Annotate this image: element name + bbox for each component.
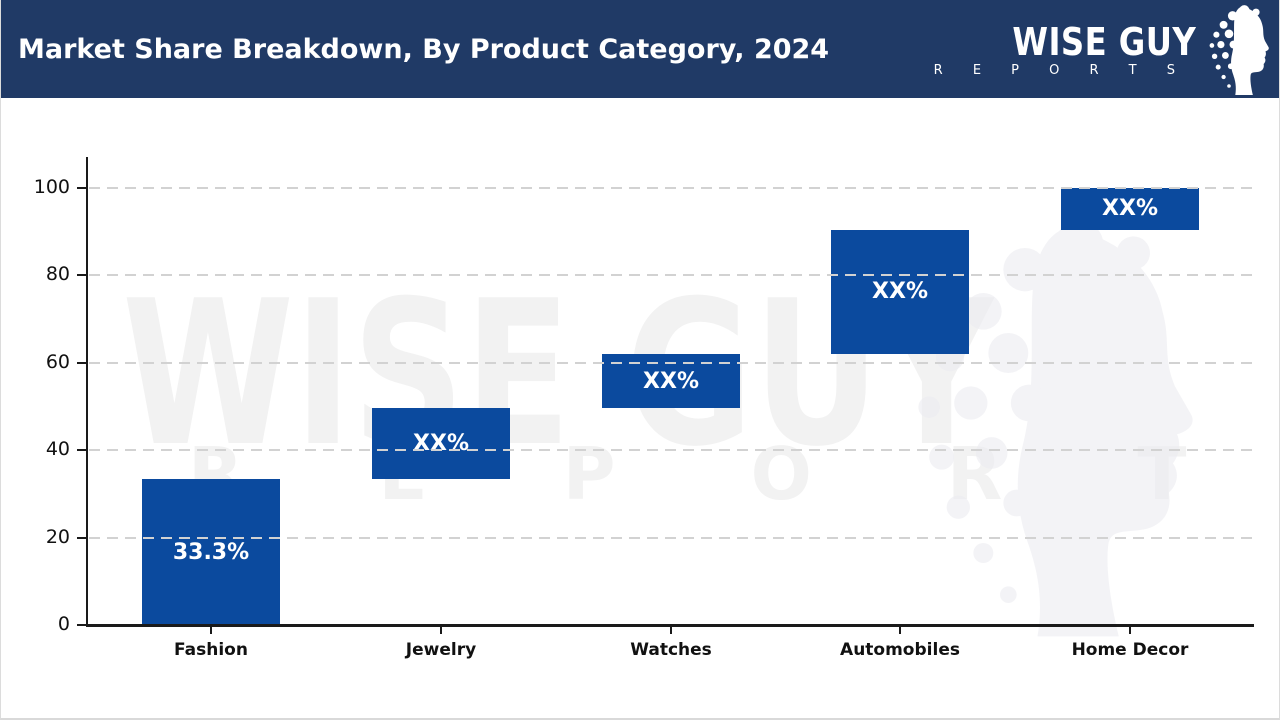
y-tick-label-60: 60	[45, 350, 70, 373]
y-tick-20	[77, 536, 87, 539]
bar-value-label: XX%	[643, 368, 699, 394]
y-tick-40	[77, 449, 87, 451]
x-tick-3	[899, 627, 901, 634]
bar-value-label: XX%	[872, 279, 928, 305]
bar-automobiles: XX%	[831, 229, 969, 354]
bar-jewelry: XX%	[372, 408, 510, 480]
header-bar: Market Share Breakdown, By Product Categ…	[0, 0, 1280, 98]
y-tick-label-80: 80	[45, 263, 70, 285]
logo-wordmark: WISE GUY	[1012, 20, 1196, 64]
y-tick-60	[77, 361, 87, 364]
x-tick-1	[440, 627, 442, 634]
y-tick-label-0: 0	[57, 613, 70, 635]
y-tick-label-100: 100	[33, 175, 70, 198]
y-tick-label-40: 40	[45, 438, 70, 460]
x-tick-2	[670, 627, 672, 634]
bar-value-label: XX%	[413, 431, 469, 457]
y-tick-0	[77, 624, 87, 626]
x-category-label: Jewelry	[405, 640, 477, 660]
page-title: Market Share Breakdown, By Product Categ…	[18, 33, 830, 65]
gridline-60	[89, 361, 1254, 364]
y-tick-80	[77, 274, 87, 276]
gridline-20	[89, 536, 1254, 539]
x-category-label: Home Decor	[1071, 640, 1189, 660]
y-tick-label-20: 20	[45, 525, 70, 548]
logo-face-icon	[1209, 5, 1269, 95]
x-category-label: Fashion	[174, 640, 248, 660]
x-tick-0	[210, 627, 212, 634]
y-axis-spine	[86, 157, 88, 626]
x-axis-spine	[86, 624, 1254, 627]
logo-reports-text: R E P O R T S	[933, 63, 1188, 78]
x-category-label: Watches	[630, 640, 712, 660]
bar-value-label: 33.3%	[172, 539, 250, 565]
gridline-40	[89, 449, 1254, 451]
x-tick-4	[1129, 627, 1131, 634]
x-category-label: Automobiles	[840, 640, 960, 660]
bar-fashion: 33.3%	[142, 479, 280, 625]
gridline-80	[89, 274, 1254, 276]
gridline-100	[89, 186, 1254, 189]
bar-home-decor: XX%	[1061, 187, 1199, 230]
y-tick-100	[77, 186, 87, 189]
bar-value-label: XX%	[1102, 196, 1158, 222]
